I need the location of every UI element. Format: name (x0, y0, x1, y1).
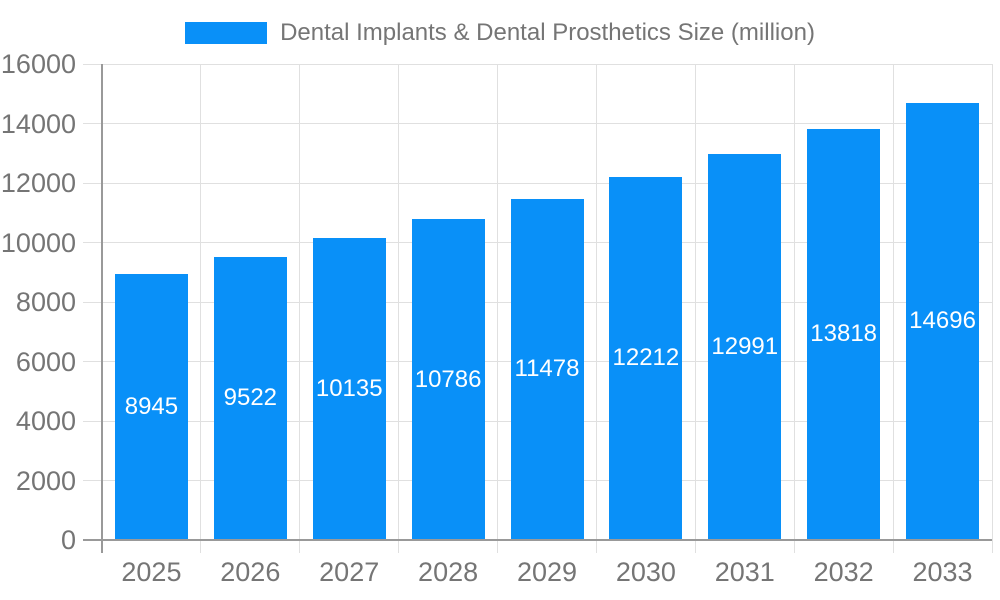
chart-legend[interactable]: Dental Implants & Dental Prosthetics Siz… (0, 20, 1000, 46)
bar-value-label: 12212 (612, 344, 680, 372)
bar-value-label: 14696 (909, 307, 976, 335)
x-axis-line (83, 539, 992, 541)
x-tick-label: 2029 (516, 557, 578, 587)
y-tick-label: 6000 (15, 346, 76, 377)
v-gridline (793, 64, 795, 553)
v-gridline (299, 64, 301, 553)
bar-2025[interactable]: 8945 (114, 273, 188, 540)
x-tick-label: 2033 (912, 557, 973, 587)
y-axis-line (101, 64, 103, 553)
plot-area: 8945 9522 10135 10786 11478 12212 12991 13818 14… (83, 63, 993, 553)
h-gridline (83, 123, 992, 124)
y-tick-label: 8000 (15, 287, 76, 317)
bar-2027[interactable]: 10135 (312, 238, 386, 540)
bar-value-label: 10786 (414, 365, 482, 393)
x-tick-label: 2032 (813, 557, 874, 587)
y-tick-label: 12000 (0, 168, 76, 198)
x-tick-label: 2031 (714, 557, 775, 587)
y-tick-label: 16000 (0, 49, 76, 79)
y-tick-label: 2000 (15, 465, 76, 496)
x-tick-label: 2025 (121, 557, 182, 587)
x-tick-label: 2026 (220, 557, 281, 587)
x-tick-label: 2028 (418, 557, 479, 587)
v-gridline (497, 64, 499, 553)
bar-value-label: 13818 (810, 320, 878, 348)
bar-2031[interactable]: 12991 (708, 153, 782, 540)
bar-value-label: 9522 (223, 384, 278, 412)
legend-label: Dental Implants & Dental Prosthetics Siz… (280, 19, 815, 46)
v-gridline (200, 64, 202, 553)
bar-value-label: 8945 (124, 392, 179, 420)
h-gridline (83, 182, 992, 184)
v-gridline (991, 64, 993, 553)
x-tick-label: 2027 (319, 557, 380, 587)
x-tick-label: 2030 (615, 557, 676, 587)
bar-2032[interactable]: 13818 (807, 128, 881, 540)
bar-2030[interactable]: 12212 (609, 176, 683, 540)
y-tick-label: 4000 (15, 406, 76, 436)
y-tick-label: 14000 (0, 108, 76, 139)
v-gridline (595, 64, 597, 553)
y-tick-label: 10000 (0, 227, 76, 258)
y-tick-label: 0 (60, 525, 76, 555)
bar-value-label: 11478 (514, 355, 580, 383)
bar-2029[interactable]: 11478 (510, 198, 584, 540)
v-gridline (892, 64, 894, 553)
bar-value-label: 10135 (315, 375, 383, 403)
bar-2026[interactable]: 9522 (213, 256, 287, 540)
bar-2028[interactable]: 10786 (411, 219, 485, 540)
v-gridline (398, 64, 400, 553)
h-gridline (83, 63, 992, 65)
bar-2033[interactable]: 14696 (906, 102, 980, 540)
bar-value-label: 12991 (711, 332, 779, 360)
legend-swatch[interactable] (185, 22, 268, 44)
v-gridline (694, 64, 696, 553)
